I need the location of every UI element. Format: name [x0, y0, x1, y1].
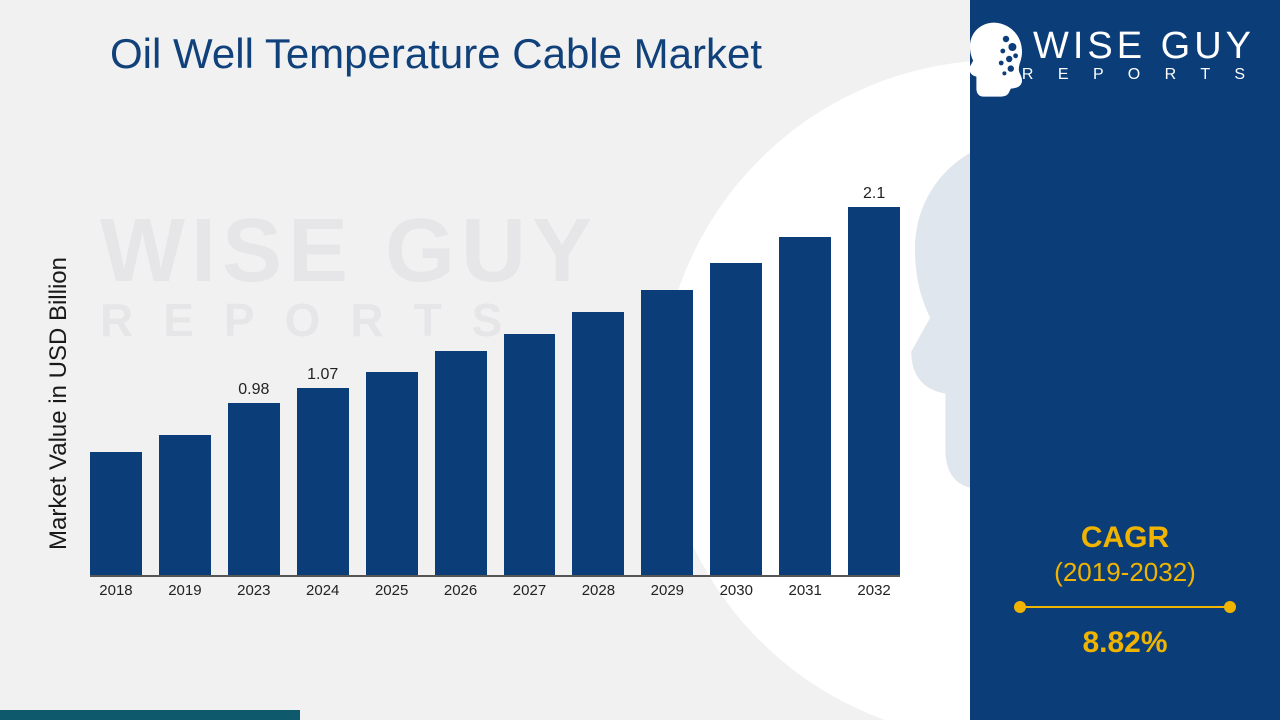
- cagr-value: 8.82%: [1000, 626, 1250, 660]
- bar-wrap: 0.98: [228, 403, 280, 575]
- bar: [504, 334, 556, 575]
- bar-wrap: [641, 290, 693, 575]
- footer-accent-bar: [0, 710, 300, 720]
- bar-wrap: [366, 372, 418, 575]
- bar-value-label: 1.07: [297, 366, 349, 384]
- bar: [90, 452, 142, 575]
- brand-logo: WISE GUY R E P O R T S: [1022, 25, 1255, 84]
- x-tick-label: 2032: [848, 582, 900, 599]
- bar-wrap: [159, 435, 211, 575]
- x-axis-line: [90, 575, 900, 577]
- x-tick-label: 2024: [297, 582, 349, 599]
- x-axis-ticks: 2018 2019 2023 2024 2025 2026 2027 2028 2029 2030…: [90, 582, 900, 599]
- infographic-canvas: WISE GUY REPORTS Oil Well Temperature Ca…: [0, 0, 1280, 720]
- y-axis-label: Market Value in USD Billion: [45, 257, 73, 550]
- bar: [710, 263, 762, 575]
- cagr-block: CAGR (2019-2032) 8.82%: [1000, 521, 1250, 660]
- bar-wrap: [504, 334, 556, 575]
- x-tick-label: 2030: [710, 582, 762, 599]
- bar-wrap: [90, 452, 142, 575]
- x-tick-label: 2029: [641, 582, 693, 599]
- x-tick-label: 2028: [572, 582, 624, 599]
- bar: [641, 290, 693, 575]
- bar-wrap: 1.07: [297, 388, 349, 575]
- x-tick-label: 2026: [435, 582, 487, 599]
- head-silhouette-logo-icon: [950, 18, 1030, 108]
- bar: [366, 372, 418, 575]
- bar: [159, 435, 211, 575]
- cagr-range: (2019-2032): [1000, 557, 1250, 588]
- bar-wrap: [435, 351, 487, 575]
- cagr-title: CAGR: [1000, 521, 1250, 555]
- x-tick-label: 2031: [779, 582, 831, 599]
- x-tick-label: 2027: [504, 582, 556, 599]
- chart-title: Oil Well Temperature Cable Market: [110, 30, 762, 78]
- cagr-divider: [1020, 606, 1230, 608]
- bar: [228, 403, 280, 575]
- bar-wrap: [572, 312, 624, 575]
- bar-wrap: [710, 263, 762, 575]
- bar: [297, 388, 349, 575]
- x-tick-label: 2019: [159, 582, 211, 599]
- x-tick-label: 2018: [90, 582, 142, 599]
- x-tick-label: 2025: [366, 582, 418, 599]
- bar: [435, 351, 487, 575]
- head-silhouette-watermark-icon: [820, 120, 1200, 500]
- bar-chart: 0.981.072.1: [90, 155, 900, 575]
- logo-line1: WISE GUY: [1022, 25, 1255, 68]
- bar: [572, 312, 624, 575]
- logo-line2: R E P O R T S: [1022, 66, 1255, 84]
- x-tick-label: 2023: [228, 582, 280, 599]
- bar-value-label: 0.98: [228, 381, 280, 399]
- bar-group: 0.981.072.1: [90, 155, 900, 575]
